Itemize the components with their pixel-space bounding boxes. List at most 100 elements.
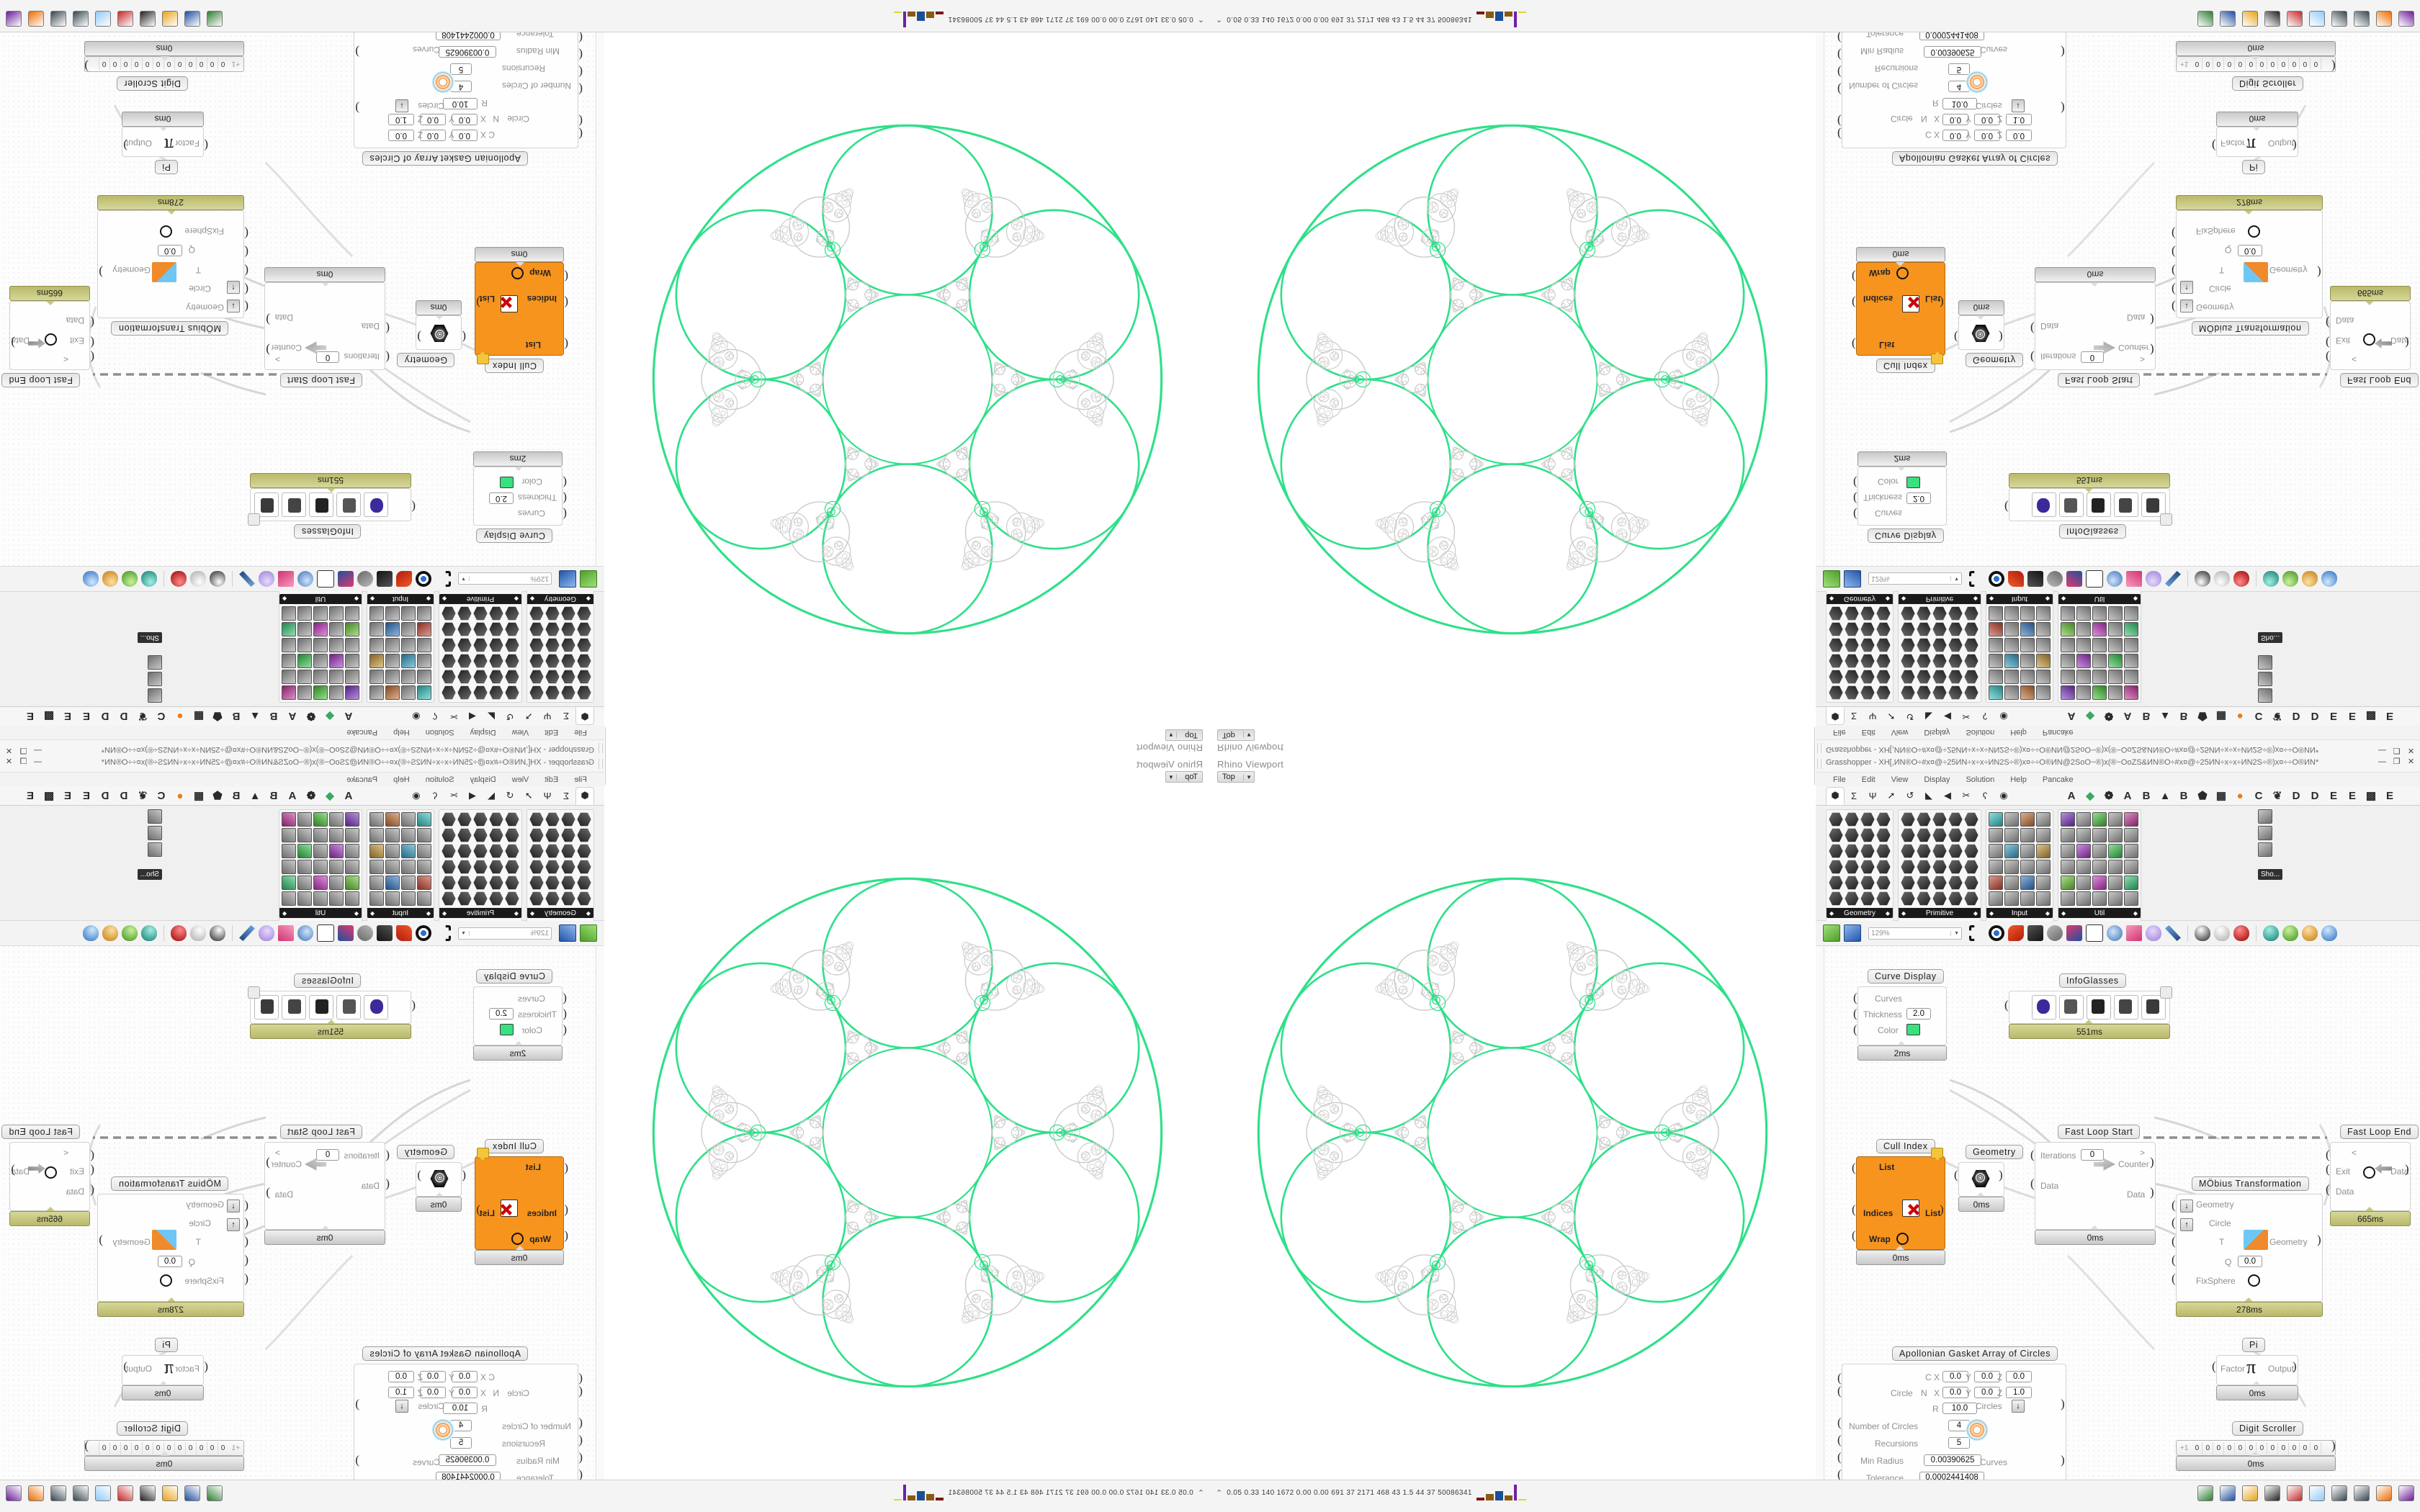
component-icon[interactable]: [1876, 685, 1891, 700]
port-in-apollonian-2[interactable]: (: [578, 1416, 583, 1429]
chevron-up-icon[interactable]: ⌃: [1197, 1488, 1204, 1498]
profiler-icon[interactable]: [357, 571, 373, 587]
port-in-iterations[interactable]: (: [2030, 351, 2035, 364]
panel-left-caret-icon[interactable]: ◆: [1901, 595, 1906, 603]
app-purple-icon[interactable]: [6, 11, 22, 27]
app-green-icon[interactable]: [207, 11, 223, 27]
port-out-digit[interactable]: ): [84, 1439, 89, 1452]
input-c-z[interactable]: 0.0: [2006, 1371, 2032, 1382]
digit-cell[interactable]: 0: [174, 58, 185, 71]
component-icon[interactable]: [297, 876, 312, 890]
port-out-data[interactable]: ): [2150, 1185, 2154, 1199]
goggles-icon[interactable]: [148, 688, 162, 703]
component-icon[interactable]: [313, 876, 328, 890]
component-icon[interactable]: [442, 812, 456, 827]
component-icon[interactable]: [505, 654, 519, 668]
grasshopper-node-canvas[interactable]: Curve Display Curves Thickness 2.0 Color(((2…: [0, 946, 604, 1480]
component-icon[interactable]: [1989, 812, 2003, 827]
port-in-t[interactable]: (: [244, 264, 248, 278]
ribbon-tab-1[interactable]: Σ: [563, 711, 570, 722]
component-icon[interactable]: [545, 860, 560, 874]
component-icon[interactable]: [545, 891, 560, 906]
ribbon-tab-right-13[interactable]: D: [2311, 710, 2319, 723]
menu-item-display[interactable]: Display: [1924, 728, 1950, 737]
port-in-apollonian-3[interactable]: (: [1837, 1433, 1842, 1446]
component-icon[interactable]: [489, 622, 503, 636]
component-icon[interactable]: [473, 670, 488, 684]
component-icon[interactable]: [1932, 812, 1947, 827]
shuffle-icon[interactable]: [2165, 925, 2181, 941]
component-icon[interactable]: [417, 828, 431, 842]
component-icon[interactable]: [1860, 860, 1875, 874]
viewport-projection-dropdown[interactable]: Top ▼: [1217, 771, 1255, 783]
component-icon[interactable]: [329, 828, 344, 842]
ribbon-tab-3[interactable]: ➚: [1887, 711, 1896, 722]
ribbon-tab-9[interactable]: ◉: [412, 711, 421, 722]
ribbon-tab-right-16[interactable]: ▩: [43, 790, 55, 802]
preview-mesh-icon[interactable]: [2027, 925, 2043, 941]
component-icon[interactable]: [489, 670, 503, 684]
port-in-circle[interactable]: (: [244, 1215, 248, 1229]
port-in-geometry-m[interactable]: (: [2172, 300, 2176, 314]
component-icon[interactable]: [1901, 638, 1915, 652]
input-n-x[interactable]: 0.0: [1942, 114, 1968, 125]
component-icon[interactable]: [1829, 876, 1843, 890]
component-icon[interactable]: [442, 685, 456, 700]
zoom-extents-icon[interactable]: [1969, 571, 1985, 587]
goggles-alt-icon[interactable]: [148, 826, 162, 840]
component-icon[interactable]: [369, 622, 384, 636]
port-out-digit[interactable]: ): [84, 60, 89, 73]
component-icon[interactable]: [369, 654, 384, 668]
port-in-exit[interactable]: (: [2326, 1162, 2330, 1176]
input-r[interactable]: 10.0: [1942, 98, 1977, 109]
goggles-icon[interactable]: [2258, 809, 2272, 824]
component-icon[interactable]: [329, 622, 344, 636]
component-icon[interactable]: [2076, 828, 2091, 842]
port-out-list[interactable]: ): [476, 296, 480, 310]
component-icon[interactable]: [473, 685, 488, 700]
component-icon[interactable]: [529, 828, 544, 842]
port-in-exit-marker[interactable]: (: [90, 1148, 94, 1161]
search-icon[interactable]: [297, 925, 313, 941]
mobius-circle-up-icon[interactable]: ↑: [227, 1218, 240, 1231]
component-icon[interactable]: [1989, 891, 2003, 906]
input-min-radius[interactable]: 0.00390625: [439, 46, 496, 58]
input-c-x[interactable]: 0.0: [452, 130, 478, 141]
ribbon-tab-4[interactable]: ↺: [506, 790, 514, 801]
component-icon[interactable]: [1876, 828, 1891, 842]
port-out-data-end[interactable]: ): [2405, 336, 2409, 350]
menu-item-solution[interactable]: Solution: [1966, 775, 1995, 784]
component-icon[interactable]: [2092, 828, 2107, 842]
digit-cell[interactable]: 0: [2300, 1441, 2311, 1454]
component-icon[interactable]: [1989, 638, 2003, 652]
component-icon[interactable]: [385, 654, 400, 668]
component-icon[interactable]: [505, 876, 519, 890]
component-icon[interactable]: [2061, 606, 2075, 621]
ribbon-tab-8[interactable]: ʕ: [1982, 711, 1988, 722]
component-icon[interactable]: [473, 844, 488, 858]
port-in-color[interactable]: (: [563, 476, 567, 490]
component-icon[interactable]: [282, 812, 296, 827]
component-icon[interactable]: [1917, 860, 1931, 874]
component-icon[interactable]: [313, 654, 328, 668]
app-bw-icon[interactable]: [140, 1485, 156, 1501]
port-in-apollonian-5[interactable]: (: [578, 32, 583, 45]
port-in-list[interactable]: (: [1852, 338, 1856, 351]
component-icon[interactable]: [577, 685, 591, 700]
app-music-icon[interactable]: [73, 1485, 89, 1501]
shuffle-icon[interactable]: [239, 571, 255, 587]
save-file-icon[interactable]: [559, 570, 576, 588]
port-in-apollonian-2[interactable]: (: [1837, 83, 1842, 96]
port-in-exit-marker[interactable]: (: [2326, 351, 2330, 364]
component-icon[interactable]: [297, 654, 312, 668]
display-green-icon[interactable]: [2282, 925, 2298, 941]
component-icon[interactable]: [329, 812, 344, 827]
port-in-exit[interactable]: (: [2326, 336, 2330, 350]
component-icon[interactable]: [282, 622, 296, 636]
component-icon[interactable]: [2004, 654, 2019, 668]
component-icon[interactable]: [417, 622, 431, 636]
component-icon[interactable]: [417, 606, 431, 621]
panel-icon[interactable]: [148, 655, 162, 670]
digit-cell[interactable]: 0: [120, 58, 131, 71]
app-green-icon[interactable]: [2197, 11, 2213, 27]
